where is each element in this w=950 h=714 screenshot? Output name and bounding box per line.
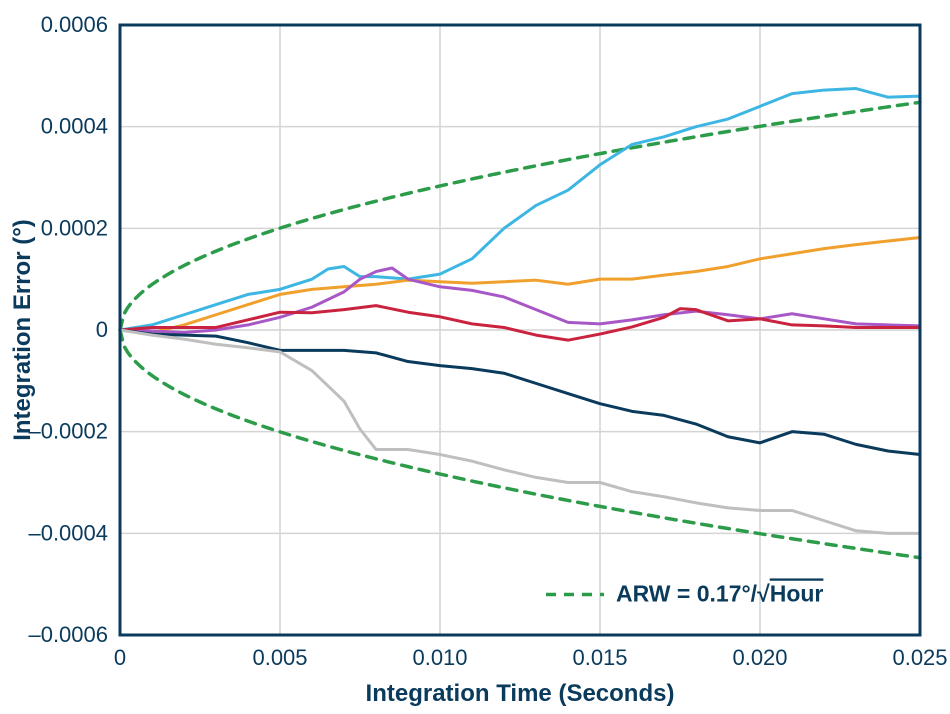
x-tick-label: 0.005: [252, 645, 307, 670]
x-tick-label: 0.010: [412, 645, 467, 670]
x-tick-label: 0.025: [892, 645, 947, 670]
legend-label: ARW = 0.17°/√Hour: [616, 580, 823, 606]
x-tick-label: 0.015: [572, 645, 627, 670]
y-tick-label: 0: [96, 317, 108, 342]
y-tick-label: 0.0002: [41, 215, 108, 240]
y-tick-label: –0.0006: [28, 622, 108, 647]
x-tick-label: 0.020: [732, 645, 787, 670]
y-tick-label: –0.0004: [28, 520, 108, 545]
y-tick-label: 0.0004: [41, 114, 108, 139]
y-axis-title: Integration Error (°): [9, 219, 36, 441]
y-tick-label: 0.0006: [41, 12, 108, 37]
line-chart: 0 0.005 0.010 0.015 0.020 0.025 –0.0006 –0.0004…: [0, 0, 950, 714]
x-tick-label: 0: [114, 645, 126, 670]
y-tick-label: –0.0002: [28, 419, 108, 444]
x-axis-title: Integration Time (Seconds): [366, 680, 675, 707]
chart-container: 0 0.005 0.010 0.015 0.020 0.025 –0.0006 –0.0004…: [0, 0, 950, 714]
